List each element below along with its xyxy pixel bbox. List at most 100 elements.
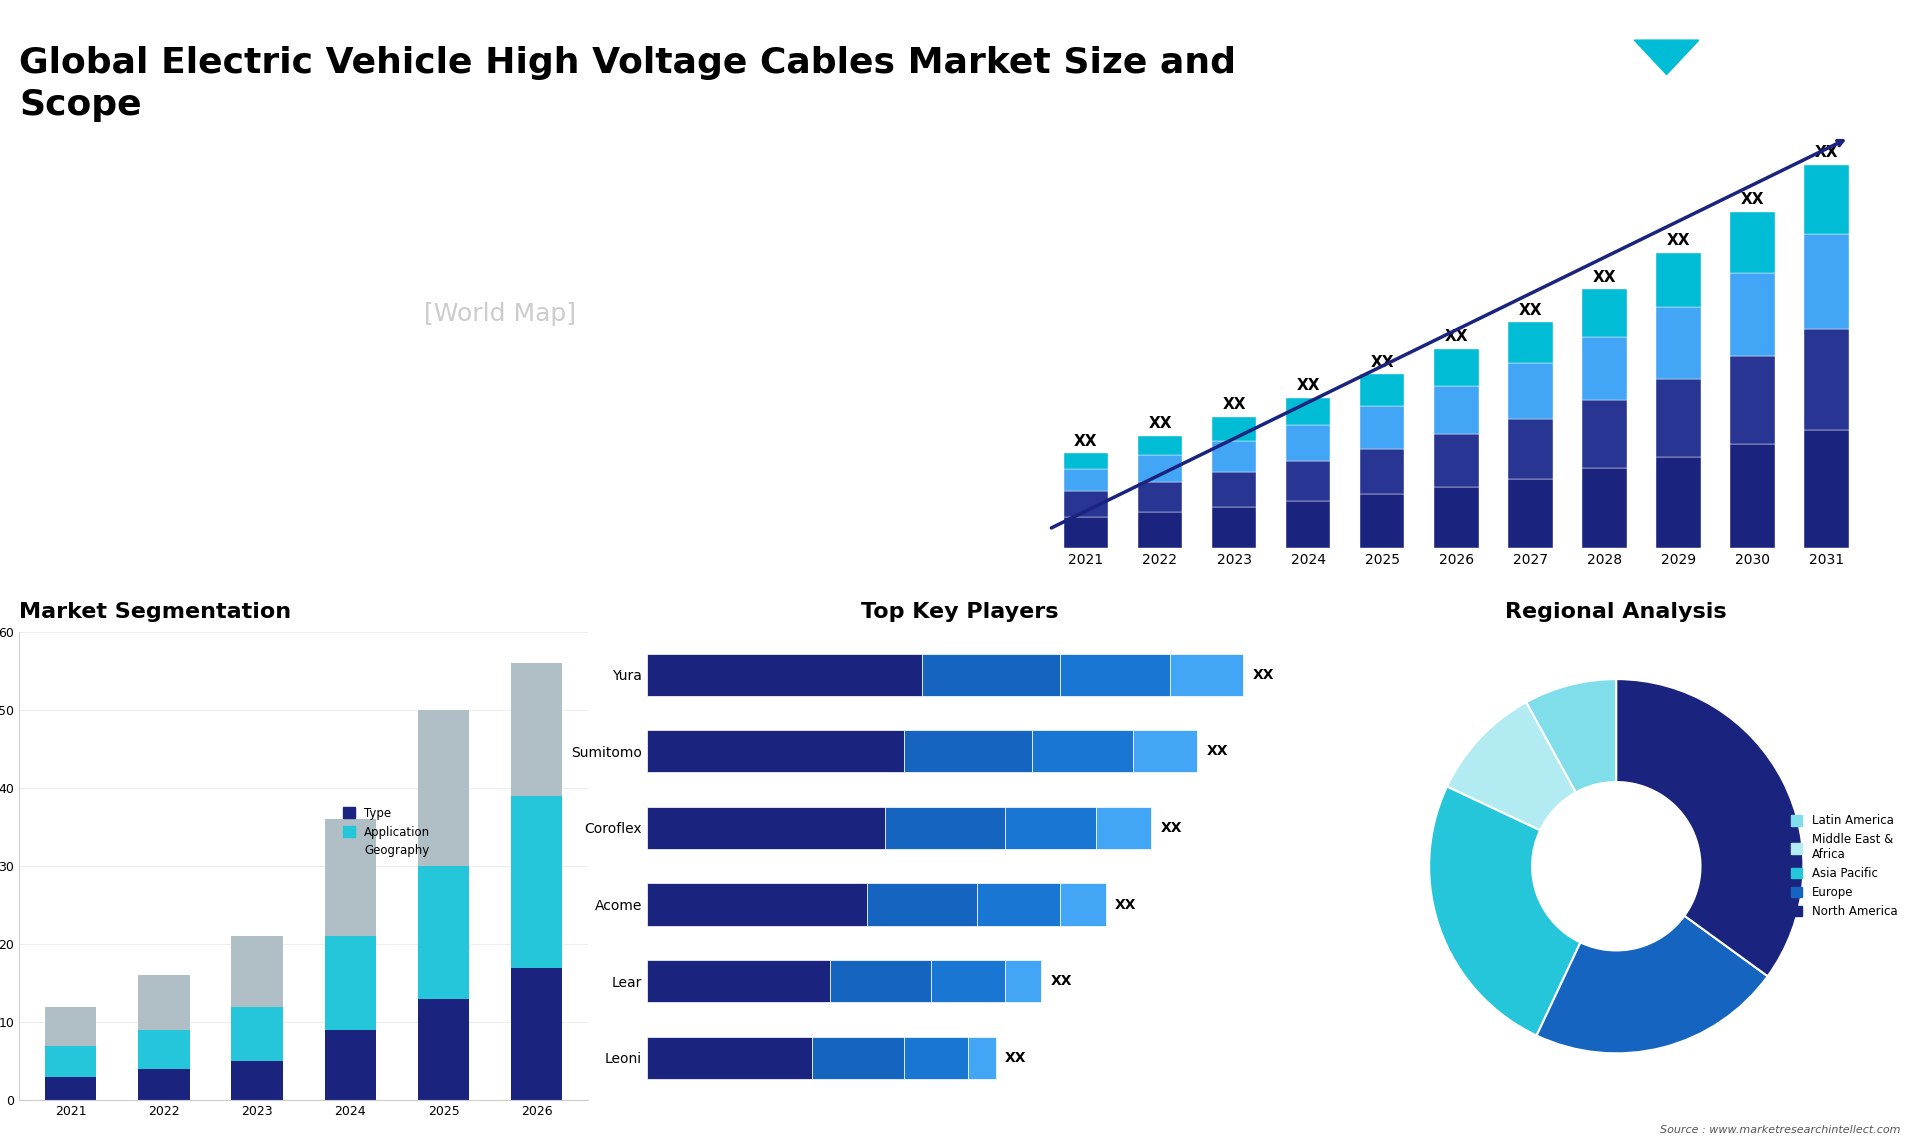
Legend: Type, Application, Geography: Type, Application, Geography <box>338 802 436 862</box>
Text: XX: XX <box>1519 303 1542 317</box>
Bar <box>419 711 468 866</box>
Bar <box>812 1037 904 1078</box>
Bar <box>1096 807 1152 849</box>
Bar <box>1657 253 1701 307</box>
Bar <box>922 653 1060 696</box>
Bar <box>831 960 931 1003</box>
Bar <box>931 960 1004 1003</box>
Bar <box>1805 165 1849 234</box>
Bar <box>1004 960 1041 1003</box>
Bar <box>1805 234 1849 329</box>
Bar <box>1169 653 1242 696</box>
Bar <box>44 1006 96 1045</box>
Text: XX: XX <box>1444 330 1469 345</box>
Polygon shape <box>1634 40 1699 74</box>
Bar <box>419 866 468 999</box>
Text: XX: XX <box>1148 416 1171 431</box>
Text: XX: XX <box>1116 897 1137 911</box>
Bar <box>1805 430 1849 548</box>
Bar <box>1286 462 1331 501</box>
Bar <box>1133 730 1198 772</box>
Bar <box>324 936 376 1030</box>
Polygon shape <box>1672 40 1736 74</box>
Bar <box>1286 501 1331 548</box>
Bar <box>1139 481 1183 512</box>
Wedge shape <box>1536 916 1768 1053</box>
Bar <box>1212 417 1256 441</box>
Bar <box>868 884 977 926</box>
Bar <box>1434 385 1478 434</box>
Text: XX: XX <box>1073 433 1098 448</box>
Bar <box>1064 469 1108 492</box>
Text: XX: XX <box>1206 744 1229 759</box>
Bar <box>1139 455 1183 481</box>
Bar <box>1582 468 1626 548</box>
Bar <box>885 807 1004 849</box>
Text: MARKET
RESEARCH
INTELLECT: MARKET RESEARCH INTELLECT <box>1761 41 1811 73</box>
Bar <box>1004 807 1096 849</box>
Bar <box>1434 350 1478 385</box>
Bar <box>1060 884 1106 926</box>
Wedge shape <box>1617 680 1803 976</box>
Bar <box>904 1037 968 1078</box>
Wedge shape <box>1448 702 1576 831</box>
Title: Top Key Players: Top Key Players <box>862 603 1058 622</box>
Bar <box>511 664 563 796</box>
Bar <box>968 1037 996 1078</box>
Bar <box>138 975 190 1030</box>
Bar <box>1730 444 1774 548</box>
Bar <box>1139 512 1183 548</box>
Bar <box>511 967 563 1100</box>
Bar <box>1582 337 1626 400</box>
Bar <box>232 936 282 1006</box>
Wedge shape <box>1526 680 1617 792</box>
Bar <box>1657 307 1701 379</box>
Bar <box>1509 322 1553 363</box>
Text: [World Map]: [World Map] <box>424 303 576 327</box>
Bar <box>647 807 885 849</box>
Bar <box>1286 398 1331 425</box>
Bar <box>419 999 468 1100</box>
Bar <box>1657 379 1701 456</box>
Text: XX: XX <box>1050 974 1071 988</box>
Bar <box>1139 435 1183 455</box>
Bar <box>232 1006 282 1061</box>
Bar <box>1060 653 1169 696</box>
Bar <box>1509 363 1553 418</box>
Bar <box>1064 454 1108 469</box>
Bar <box>647 884 868 926</box>
Bar <box>138 1030 190 1069</box>
Bar <box>138 1069 190 1100</box>
Bar <box>1730 355 1774 444</box>
Text: XX: XX <box>1223 398 1246 413</box>
Bar <box>44 1077 96 1100</box>
Bar <box>647 960 831 1003</box>
Legend: Latin America, Middle East &
Africa, Asia Pacific, Europe, North America: Latin America, Middle East & Africa, Asi… <box>1786 810 1903 923</box>
Bar <box>232 1061 282 1100</box>
Bar <box>647 730 904 772</box>
Bar <box>1509 479 1553 548</box>
Bar <box>1359 494 1404 548</box>
Text: XX: XX <box>1296 378 1319 393</box>
Bar <box>1033 730 1133 772</box>
Text: Global Electric Vehicle High Voltage Cables Market Size and
Scope: Global Electric Vehicle High Voltage Cab… <box>19 46 1236 121</box>
Text: XX: XX <box>1004 1051 1025 1065</box>
Bar <box>1657 456 1701 548</box>
Bar <box>647 1037 812 1078</box>
Bar <box>44 1045 96 1077</box>
Text: XX: XX <box>1741 193 1764 207</box>
Bar <box>1064 517 1108 548</box>
Text: XX: XX <box>1371 355 1394 370</box>
Text: XX: XX <box>1594 269 1617 284</box>
Title: Regional Analysis: Regional Analysis <box>1505 603 1728 622</box>
Text: XX: XX <box>1160 821 1183 835</box>
Bar <box>1212 472 1256 507</box>
Bar <box>1730 212 1774 274</box>
Bar <box>977 884 1060 926</box>
Bar <box>1582 400 1626 468</box>
Bar <box>1286 425 1331 462</box>
Bar <box>1212 441 1256 472</box>
Text: XX: XX <box>1252 668 1273 682</box>
Bar <box>1434 487 1478 548</box>
Wedge shape <box>1428 786 1580 1036</box>
